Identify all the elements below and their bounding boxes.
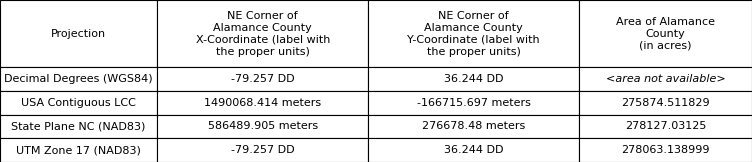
Bar xyxy=(368,138,579,162)
Bar xyxy=(368,0,579,67)
Text: NE Corner of
Alamance County
Y-Coordinate (label with
the proper units): NE Corner of Alamance County Y-Coordinat… xyxy=(408,11,540,57)
Bar xyxy=(0,115,157,138)
Bar xyxy=(0,138,157,162)
Text: Projection: Projection xyxy=(51,29,106,39)
Bar xyxy=(579,67,752,91)
Bar xyxy=(0,91,157,115)
Bar xyxy=(368,67,579,91)
Text: 586489.905 meters: 586489.905 meters xyxy=(208,122,318,131)
Text: <area not available>: <area not available> xyxy=(605,74,726,84)
Text: Area of Alamance
County
(in acres): Area of Alamance County (in acres) xyxy=(616,17,715,51)
Text: -79.257 DD: -79.257 DD xyxy=(231,145,295,155)
Text: -166715.697 meters: -166715.697 meters xyxy=(417,98,530,108)
Bar xyxy=(579,0,752,67)
Text: UTM Zone 17 (NAD83): UTM Zone 17 (NAD83) xyxy=(17,145,141,155)
Bar xyxy=(579,91,752,115)
Bar xyxy=(368,91,579,115)
Text: 278063.138999: 278063.138999 xyxy=(621,145,710,155)
Text: 36.244 DD: 36.244 DD xyxy=(444,74,503,84)
Bar xyxy=(157,138,368,162)
Text: State Plane NC (NAD83): State Plane NC (NAD83) xyxy=(11,122,146,131)
Bar xyxy=(368,115,579,138)
Text: -79.257 DD: -79.257 DD xyxy=(231,74,295,84)
Bar xyxy=(0,0,157,67)
Bar xyxy=(157,115,368,138)
Bar xyxy=(157,0,368,67)
Bar xyxy=(157,91,368,115)
Bar xyxy=(0,67,157,91)
Text: 276678.48 meters: 276678.48 meters xyxy=(422,122,525,131)
Bar xyxy=(157,67,368,91)
Text: 36.244 DD: 36.244 DD xyxy=(444,145,503,155)
Text: 278127.03125: 278127.03125 xyxy=(625,122,706,131)
Bar xyxy=(579,138,752,162)
Text: USA Contiguous LCC: USA Contiguous LCC xyxy=(21,98,136,108)
Text: NE Corner of
Alamance County
X-Coordinate (label with
the proper units): NE Corner of Alamance County X-Coordinat… xyxy=(196,11,330,57)
Text: 275874.511829: 275874.511829 xyxy=(621,98,710,108)
Bar xyxy=(579,115,752,138)
Text: Decimal Degrees (WGS84): Decimal Degrees (WGS84) xyxy=(5,74,153,84)
Text: 1490068.414 meters: 1490068.414 meters xyxy=(204,98,321,108)
